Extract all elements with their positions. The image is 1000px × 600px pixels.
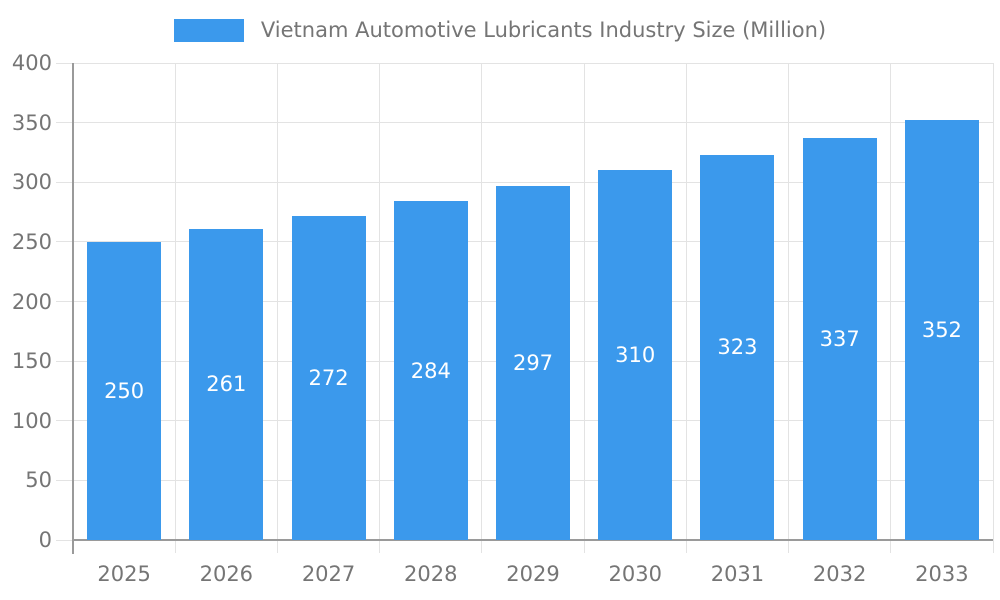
gridline-x <box>379 63 381 553</box>
bar-2026[interactable] <box>189 228 264 540</box>
gridline-x <box>276 63 278 553</box>
bar-2027[interactable] <box>291 215 366 540</box>
y-tick-label: 300 <box>11 170 52 195</box>
bar-value-label: 261 <box>206 372 247 397</box>
bar-value-label: 284 <box>410 358 451 383</box>
gridline-x <box>685 63 687 553</box>
x-tick-label: 2029 <box>506 562 560 586</box>
y-tick-label: 100 <box>11 408 52 433</box>
bar-value-label: 310 <box>615 343 656 368</box>
y-tick-label: 400 <box>11 51 52 75</box>
x-tick-label: 2026 <box>199 562 254 586</box>
bar-value-label: 297 <box>512 350 554 375</box>
bar-2025[interactable] <box>87 241 162 540</box>
gridline-y-400 <box>56 62 993 64</box>
bar-2030[interactable] <box>598 170 673 540</box>
bar-value-label: 337 <box>819 327 860 352</box>
gridline-x <box>992 63 994 553</box>
y-tick-label: 350 <box>11 110 52 135</box>
bar-2032[interactable] <box>802 138 877 540</box>
gridline-y-300 <box>56 181 993 183</box>
gridline-x <box>890 63 892 553</box>
y-tick-label: 200 <box>11 289 52 314</box>
y-tick-label: 50 <box>25 468 52 493</box>
gridline-x <box>174 63 176 553</box>
legend-swatch[interactable] <box>173 18 244 42</box>
gridline-x <box>788 63 790 553</box>
y-tick-label: 250 <box>11 229 52 254</box>
y-tick-label: 0 <box>38 528 52 552</box>
bar-2029[interactable] <box>496 185 570 540</box>
y-axis-line <box>72 63 74 554</box>
legend: Vietnam Automotive Lubricants Industry S… <box>0 18 1000 42</box>
bar-value-label: 272 <box>308 365 349 390</box>
gridline-y-350 <box>56 122 993 124</box>
bar-value-label: 250 <box>104 378 145 403</box>
bar-2031[interactable] <box>700 154 775 540</box>
x-tick-label: 2028 <box>404 562 458 586</box>
x-tick-label: 2030 <box>608 562 662 586</box>
bar-value-label: 352 <box>921 318 962 343</box>
bar-2028[interactable] <box>393 201 468 540</box>
bar-2033[interactable] <box>904 120 979 540</box>
x-tick-label: 2033 <box>915 562 969 586</box>
x-axis-line <box>72 539 993 541</box>
x-tick-label: 2025 <box>97 562 151 586</box>
gridline-x <box>481 63 483 553</box>
y-tick-label: 150 <box>11 349 52 374</box>
x-tick-label: 2027 <box>301 562 356 586</box>
x-tick-label: 2032 <box>812 562 867 586</box>
x-tick-label: 2031 <box>710 562 765 586</box>
gridline-x <box>583 63 585 553</box>
bar-value-label: 323 <box>717 335 758 360</box>
chart-title: Vietnam Automotive Lubricants Industry S… <box>260 18 827 42</box>
